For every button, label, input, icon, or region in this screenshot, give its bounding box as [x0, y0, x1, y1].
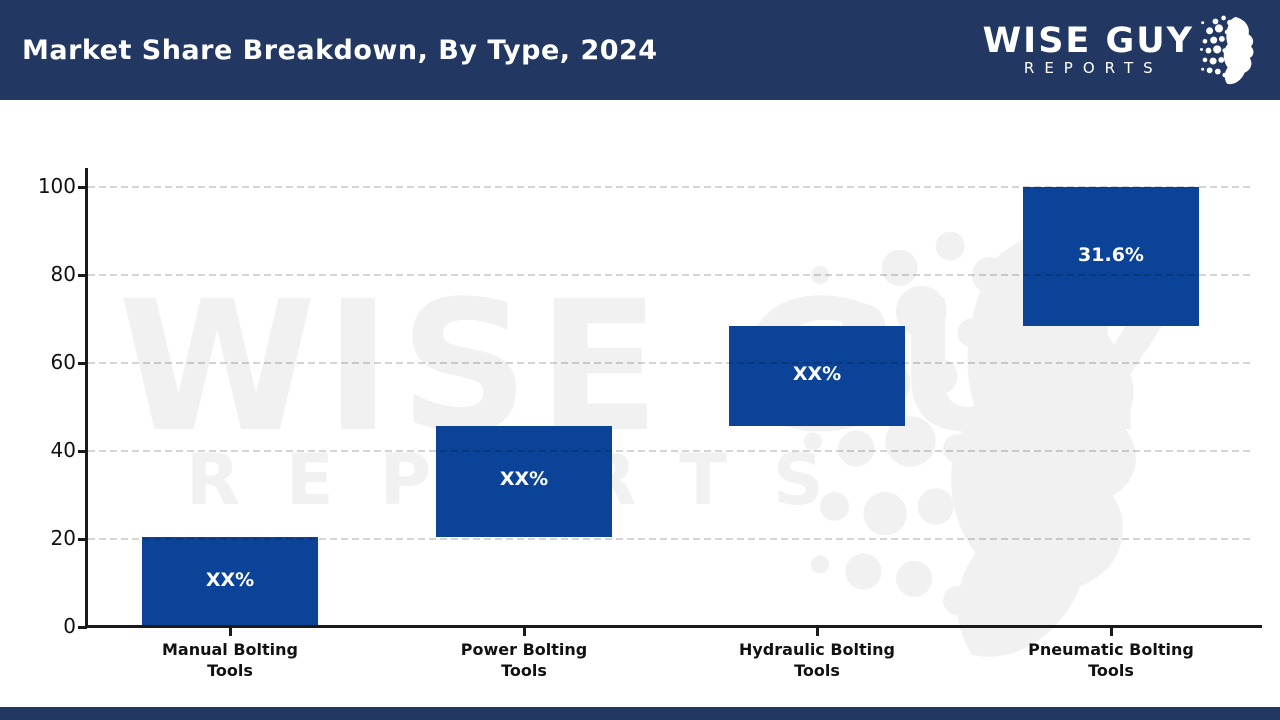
gridline: [88, 450, 1252, 452]
y-tick-label: 40: [50, 438, 76, 462]
y-tick-label: 20: [50, 526, 76, 550]
footer-bar: [0, 707, 1280, 720]
y-tick-label: 0: [63, 614, 76, 638]
y-tick-label: 60: [50, 350, 76, 374]
gridline: [88, 274, 1252, 276]
y-tick-label: 80: [50, 262, 76, 286]
bar: [1023, 187, 1199, 327]
y-axis-line: [85, 168, 88, 628]
plot-area: WISE GUY REPORTS XX%XX%XX%31.6% 02040608…: [0, 100, 1280, 707]
bar-value-label: XX%: [205, 568, 255, 591]
chart-title: Market Share Breakdown, By Type, 2024: [22, 34, 658, 66]
header: Market Share Breakdown, By Type, 2024 WI…: [0, 0, 1280, 100]
gridline: [88, 538, 1252, 540]
bar: [729, 326, 905, 426]
x-category-label: Hydraulic Bolting Tools: [738, 640, 896, 680]
y-axis-tick: [78, 361, 87, 365]
bar-value-label: 31.6%: [1078, 243, 1144, 266]
y-axis-tick: [78, 537, 87, 541]
x-category-label: Pneumatic Bolting Tools: [1028, 640, 1194, 680]
x-axis-tick: [1109, 628, 1113, 636]
y-axis-tick: [78, 449, 87, 453]
logo: WISE GUY REPORTS: [983, 9, 1262, 91]
x-axis-tick: [522, 628, 526, 636]
logo-text: WISE GUY REPORTS: [983, 23, 1194, 77]
y-axis-tick: [78, 185, 87, 189]
x-category-label: Power Bolting Tools: [460, 640, 588, 680]
bar: [142, 536, 318, 627]
logo-head-icon: [1200, 15, 1254, 85]
gridline: [88, 362, 1252, 364]
bar-value-label: XX%: [499, 468, 549, 491]
x-axis-line: [85, 625, 1262, 628]
x-axis-tick: [815, 628, 819, 636]
bar: [436, 425, 612, 537]
logo-reports-text: REPORTS: [1023, 59, 1163, 77]
bar-value-label: XX%: [792, 362, 842, 385]
y-tick-label: 100: [37, 174, 76, 198]
logo-wiseguy-text: WISE GUY: [982, 21, 1194, 61]
y-axis-tick: [78, 625, 87, 629]
gridline: [88, 186, 1252, 188]
y-axis-tick: [78, 273, 87, 277]
x-category-label: Manual Bolting Tools: [162, 640, 298, 680]
x-axis-tick: [228, 628, 232, 636]
